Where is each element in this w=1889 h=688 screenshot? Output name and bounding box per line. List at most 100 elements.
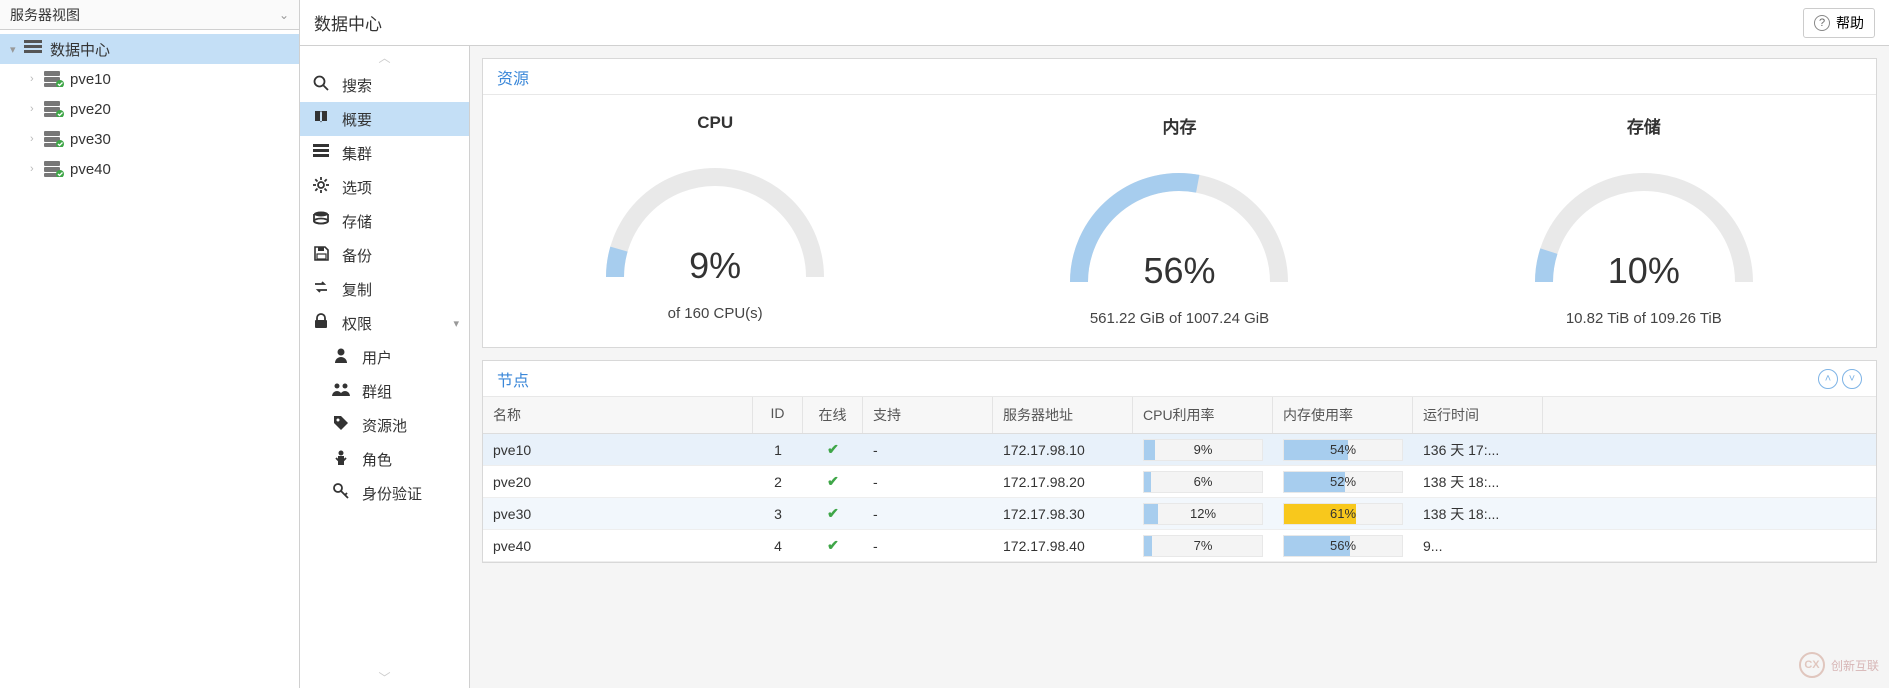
nav-subitem-label: 群组 — [362, 381, 392, 402]
check-icon: ✔ — [827, 505, 839, 521]
help-button[interactable]: ? 帮助 — [1803, 8, 1875, 38]
nav-panel: ︿ 搜索概要集群选项存储备份复制权限▾ 用户群组资源池角色身份验证 ﹀ — [300, 46, 470, 688]
expand-icon[interactable]: › — [30, 103, 44, 115]
nav-subitem-user[interactable]: 用户 — [300, 340, 469, 374]
check-icon: ✔ — [827, 441, 839, 457]
resources-panel: 资源 CPU9%of 160 CPU(s)内存56%561.22 GiB of … — [482, 58, 1877, 348]
user-icon — [332, 347, 350, 367]
cell-id: 3 — [753, 506, 803, 522]
datacenter-icon — [24, 40, 44, 58]
gauge-title: 内存 — [1029, 113, 1329, 138]
expand-icon[interactable]: › — [30, 133, 44, 145]
content-header: 数据中心 ? 帮助 — [300, 0, 1889, 46]
cell-id: 4 — [753, 538, 803, 554]
nav-item-book[interactable]: 概要 — [300, 102, 469, 136]
table-row[interactable]: pve303✔-172.17.98.3012%61%138 天 18:... — [483, 498, 1876, 530]
server-icon — [44, 161, 64, 177]
nav-scroll-down[interactable]: ﹀ — [300, 666, 469, 688]
nav-item-storage[interactable]: 存储 — [300, 204, 469, 238]
chevron-down-icon[interactable]: ⌄ — [279, 8, 289, 22]
cell-cpu: 7% — [1133, 535, 1273, 557]
cell-addr: 172.17.98.30 — [993, 506, 1133, 522]
tree-header[interactable]: 服务器视图 ⌄ — [0, 0, 299, 30]
server-icon — [44, 71, 64, 87]
col-mem[interactable]: 内存使用率 — [1273, 397, 1413, 433]
collapse-up-icon[interactable]: ˄ — [1818, 369, 1838, 389]
gear-icon — [312, 177, 330, 197]
cell-cpu: 9% — [1133, 439, 1273, 461]
col-uptime[interactable]: 运行时间 — [1413, 397, 1543, 433]
book-icon — [312, 109, 330, 129]
nav-subitem-tag[interactable]: 资源池 — [300, 408, 469, 442]
tree-node-pve40[interactable]: › pve40 — [0, 154, 299, 184]
col-id[interactable]: ID — [753, 397, 803, 433]
gauge-subtitle: of 160 CPU(s) — [565, 305, 865, 322]
tree-node-pve30[interactable]: ›pve30 — [0, 124, 299, 154]
tree-node-label: pve20 — [70, 101, 111, 118]
chevron-down-icon[interactable]: ▾ — [453, 317, 459, 330]
watermark-text: 创新互联 — [1831, 657, 1879, 674]
nav-subitem-key[interactable]: 身份验证 — [300, 476, 469, 510]
col-name[interactable]: 名称 — [483, 397, 753, 433]
replicate-icon — [312, 280, 330, 298]
nav-subitem-label: 身份验证 — [362, 483, 422, 504]
cell-online: ✔ — [803, 537, 863, 554]
nav-item-cluster[interactable]: 集群 — [300, 136, 469, 170]
lock-icon — [312, 313, 330, 333]
nav-scroll-up[interactable]: ︿ — [300, 46, 469, 68]
tree-header-title: 服务器视图 — [10, 5, 80, 25]
cell-mem: 52% — [1273, 471, 1413, 493]
tree-root-label: 数据中心 — [50, 39, 110, 60]
col-support[interactable]: 支持 — [863, 397, 993, 433]
nav-item-label: 搜索 — [342, 75, 372, 96]
nav-item-save[interactable]: 备份 — [300, 238, 469, 272]
col-cpu[interactable]: CPU利用率 — [1133, 397, 1273, 433]
cell-addr: 172.17.98.40 — [993, 538, 1133, 554]
cell-support: - — [863, 506, 993, 522]
cell-uptime: 9... — [1413, 538, 1543, 554]
check-icon: ✔ — [827, 473, 839, 489]
col-online[interactable]: 在线 — [803, 397, 863, 433]
nav-item-lock[interactable]: 权限▾ — [300, 306, 469, 340]
cell-addr: 172.17.98.20 — [993, 474, 1133, 490]
gauge-subtitle: 10.82 TiB of 109.26 TiB — [1494, 310, 1794, 327]
tag-icon — [332, 415, 350, 435]
nav-subitem-group[interactable]: 群组 — [300, 374, 469, 408]
expand-icon[interactable]: ▾ — [10, 43, 24, 56]
table-row[interactable]: pve404✔-172.17.98.407%56%9... — [483, 530, 1876, 562]
gauge-CPU: CPU9%of 160 CPU(s) — [565, 113, 865, 327]
nav-item-label: 备份 — [342, 245, 372, 266]
cell-mem: 56% — [1273, 535, 1413, 557]
role-icon — [332, 449, 350, 469]
tree-root-datacenter[interactable]: ▾ 数据中心 — [0, 34, 299, 64]
nav-subitem-role[interactable]: 角色 — [300, 442, 469, 476]
gauge-存储: 存储10%10.82 TiB of 109.26 TiB — [1494, 113, 1794, 327]
collapse-down-icon[interactable]: ˅ — [1842, 369, 1862, 389]
server-icon — [44, 101, 64, 117]
nav-item-gear[interactable]: 选项 — [300, 170, 469, 204]
table-row[interactable]: pve101✔-172.17.98.109%54%136 天 17:... — [483, 434, 1876, 466]
nav-item-search[interactable]: 搜索 — [300, 68, 469, 102]
cell-mem: 61% — [1273, 503, 1413, 525]
tree-node-pve10[interactable]: ›pve10 — [0, 64, 299, 94]
nav-item-replicate[interactable]: 复制 — [300, 272, 469, 306]
storage-icon — [312, 211, 330, 231]
cell-addr: 172.17.98.10 — [993, 442, 1133, 458]
nodes-title: 节点 — [497, 367, 529, 391]
nodes-grid-header: 名称 ID 在线 支持 服务器地址 CPU利用率 内存使用率 运行时间 — [483, 397, 1876, 434]
cell-online: ✔ — [803, 505, 863, 522]
resources-title: 资源 — [497, 65, 529, 89]
table-row[interactable]: pve202✔-172.17.98.206%52%138 天 18:... — [483, 466, 1876, 498]
cell-id: 2 — [753, 474, 803, 490]
nav-item-label: 概要 — [342, 109, 372, 130]
cell-online: ✔ — [803, 441, 863, 458]
gauge-value: 10% — [1524, 250, 1764, 292]
tree-node-pve20[interactable]: › pve20 — [0, 94, 299, 124]
watermark-logo-icon: CX — [1799, 652, 1825, 678]
col-addr[interactable]: 服务器地址 — [993, 397, 1133, 433]
nodes-panel: 节点 ˄ ˅ 名称 ID 在线 支持 服务器地址 CPU利用率 内存使用率 — [482, 360, 1877, 563]
expand-icon[interactable]: › — [30, 73, 44, 85]
tree-node-label: pve40 — [70, 161, 111, 178]
cell-support: - — [863, 474, 993, 490]
expand-icon[interactable]: › — [30, 163, 44, 175]
